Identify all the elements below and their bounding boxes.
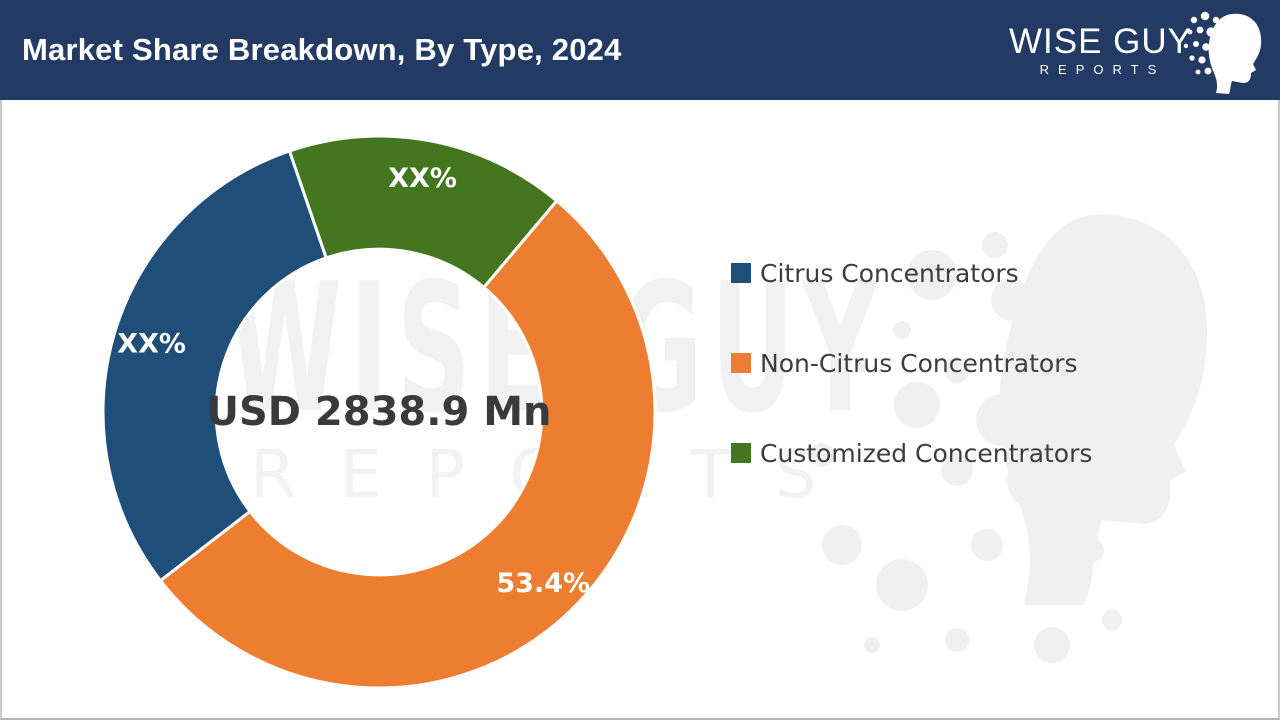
legend-item: Citrus Concentrators [731,258,1092,288]
donut-slice [101,149,329,583]
slice-percentage-label: 53.4% [496,568,590,599]
legend-label: Citrus Concentrators [760,258,1019,288]
chart-area: WISE GUY REPORTS XX%XX%53.4% USD 2838.9 … [0,100,1280,720]
brand-logo: WISE GUY REPORTS [1009,6,1266,94]
legend-item: Non-Citrus Concentrators [731,348,1092,378]
legend-swatch-icon [731,263,751,283]
legend-label: Customized Concentrators [760,438,1093,468]
slice-percentage-label: XX% [117,328,186,359]
brand-logo-text: WISE GUY REPORTS [1009,24,1192,76]
chart-center-value: USD 2838.9 Mn [206,389,552,435]
page-title: Market Share Breakdown, By Type, 2024 [22,32,622,67]
donut-chart: XX% XX% 53.4% [101,134,657,690]
legend-item: Customized Concentrators [731,438,1093,468]
dotted-face-icon [1183,11,1262,94]
donut-slice [287,134,559,290]
legend-swatch-icon [731,353,751,373]
header-bar: Market Share Breakdown, By Type, 2024 WI… [0,0,1280,100]
brand-name: WISE GUY [1008,22,1192,61]
chart-legend: Citrus Concentrators Non-Citrus Concentra… [731,258,1093,530]
slice-percentage-label: XX% [388,163,457,194]
watermark-face-dots [810,214,1207,663]
brand-subname: REPORTS [1039,62,1166,77]
donut-slice [158,198,657,690]
legend-swatch-icon [731,443,751,463]
legend-label: Non-Citrus Concentrators [760,348,1078,378]
